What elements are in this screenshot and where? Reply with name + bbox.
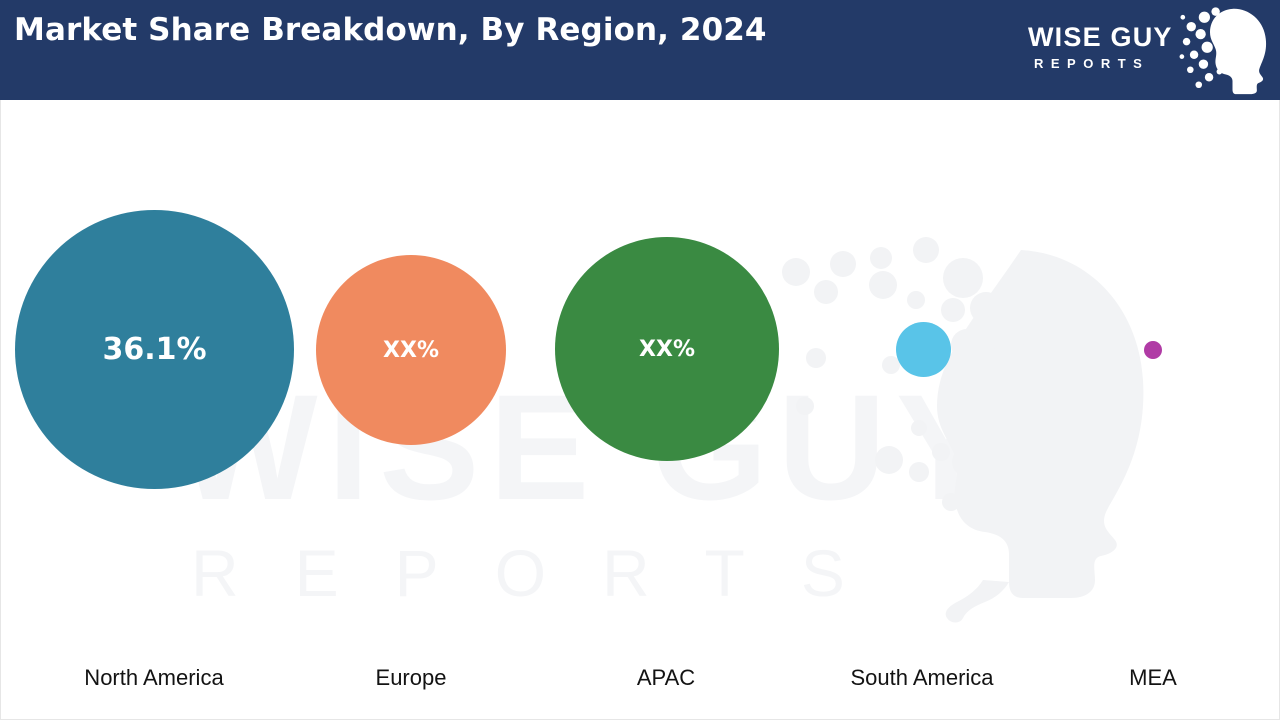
category-label-north-america: North America: [84, 665, 224, 690]
bubble-value-label: XX%: [383, 337, 439, 363]
bubble-europe[interactable]: XX%: [316, 255, 506, 445]
category-label-apac: APAC: [636, 665, 696, 690]
plot-canvas: WISE GUY REPORTS: [0, 100, 1280, 720]
dotted-head-profile-watermark: [782, 237, 1144, 623]
logo-subwordmark: REPORTS: [1034, 56, 1150, 71]
bubble-value-label: 36.1%: [102, 332, 207, 367]
watermark-subwordmark: REPORTS: [191, 536, 901, 610]
category-label-south-america: South America: [850, 665, 994, 690]
page-title: Market Share Breakdown, By Region, 2024: [14, 12, 767, 48]
bubble-north-america[interactable]: 36.1%: [15, 210, 294, 489]
bubble-value-label: XX%: [639, 336, 695, 362]
category-label-mea: MEA: [1129, 665, 1177, 690]
header-bar: Market Share Breakdown, By Region, 2024 …: [0, 0, 1280, 100]
logo-wordmark: WISE GUY: [1028, 22, 1173, 52]
bubble-south-america[interactable]: [896, 322, 951, 377]
dotted-head-profile-icon: [1179, 7, 1267, 95]
bubble-apac[interactable]: XX%: [555, 237, 779, 461]
bubble-mea[interactable]: [1144, 341, 1162, 359]
category-label-europe: Europe: [375, 665, 447, 690]
brand-logo: WISE GUY REPORTS: [1022, 4, 1272, 96]
